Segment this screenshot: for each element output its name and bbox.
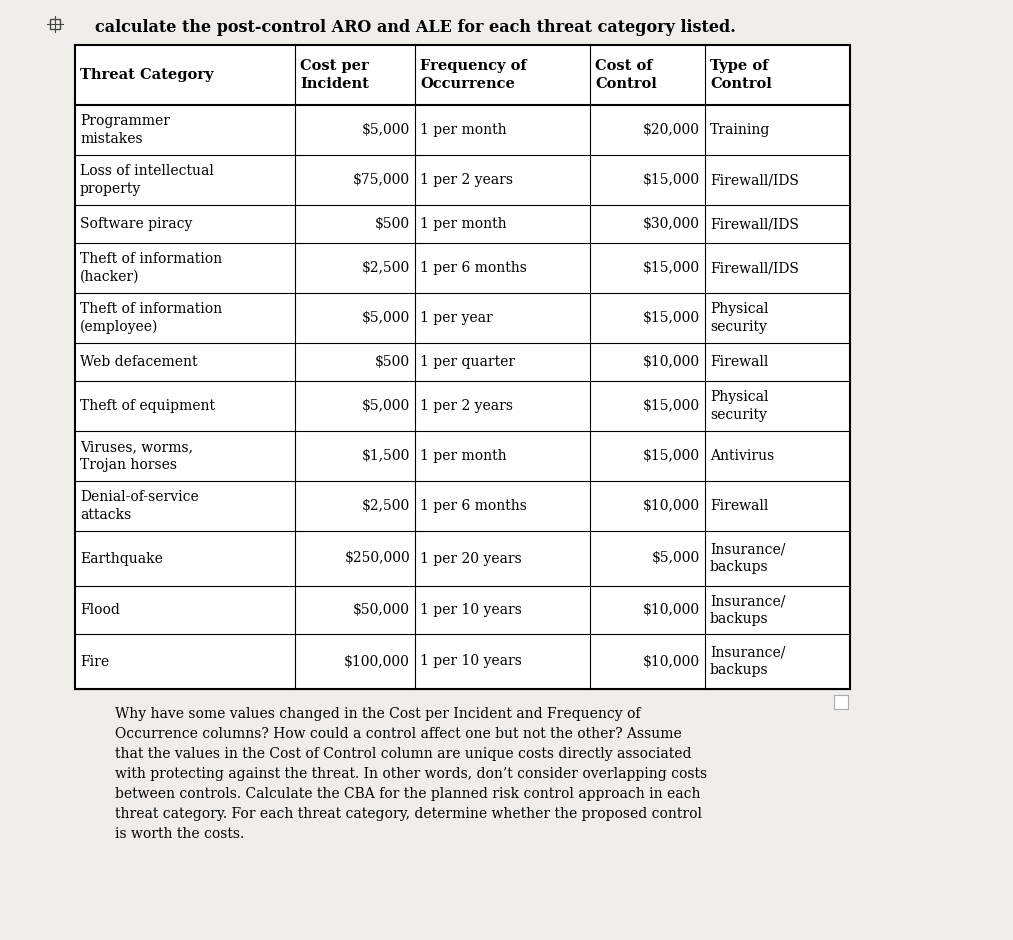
Text: Firewall: Firewall (710, 355, 769, 369)
Text: Fire: Fire (80, 654, 109, 668)
Text: 1 per 6 months: 1 per 6 months (420, 261, 527, 275)
Text: Theft of information
(hacker): Theft of information (hacker) (80, 252, 222, 284)
Text: Firewall/IDS: Firewall/IDS (710, 217, 799, 231)
Bar (834, 695, 848, 709)
Text: Software piracy: Software piracy (80, 217, 192, 231)
Text: $2,500: $2,500 (362, 261, 410, 275)
Text: 1 per month: 1 per month (420, 123, 506, 137)
Text: 1 per year: 1 per year (420, 311, 492, 325)
Text: Firewall/IDS: Firewall/IDS (710, 261, 799, 275)
Text: Antivirus: Antivirus (710, 449, 774, 463)
Text: $10,000: $10,000 (643, 499, 700, 513)
Text: Insurance/
backups: Insurance/ backups (710, 594, 785, 626)
Text: $500: $500 (375, 355, 410, 369)
Bar (75, 45, 850, 689)
Text: 1 per quarter: 1 per quarter (420, 355, 516, 369)
Text: Firewall: Firewall (710, 499, 769, 513)
Text: Web defacement: Web defacement (80, 355, 198, 369)
Text: $250,000: $250,000 (344, 552, 410, 566)
Text: Theft of equipment: Theft of equipment (80, 399, 215, 413)
Text: Frequency of
Occurrence: Frequency of Occurrence (420, 59, 527, 91)
Text: $5,000: $5,000 (362, 123, 410, 137)
Text: Insurance/
backups: Insurance/ backups (710, 543, 785, 574)
Text: Earthquake: Earthquake (80, 552, 163, 566)
Text: $500: $500 (375, 217, 410, 231)
Text: $10,000: $10,000 (643, 654, 700, 668)
Text: Why have some values changed in the Cost per Incident and Frequency of
Occurrenc: Why have some values changed in the Cost… (115, 707, 707, 841)
Bar (50, 19, 60, 29)
Text: calculate the post-control ARO and ALE for each threat category listed.: calculate the post-control ARO and ALE f… (95, 19, 735, 36)
Text: $15,000: $15,000 (643, 449, 700, 463)
Text: Threat Category: Threat Category (80, 68, 214, 82)
Text: 1 per 20 years: 1 per 20 years (420, 552, 522, 566)
Text: Cost per
Incident: Cost per Incident (300, 59, 369, 91)
Text: Programmer
mistakes: Programmer mistakes (80, 115, 170, 146)
Text: $5,000: $5,000 (362, 399, 410, 413)
Text: 1 per 2 years: 1 per 2 years (420, 173, 513, 187)
Text: 1 per month: 1 per month (420, 217, 506, 231)
Text: 1 per 10 years: 1 per 10 years (420, 654, 522, 668)
Text: Type of
Control: Type of Control (710, 59, 772, 91)
Text: $5,000: $5,000 (651, 552, 700, 566)
Text: Cost of
Control: Cost of Control (595, 59, 656, 91)
Text: 1 per 2 years: 1 per 2 years (420, 399, 513, 413)
Text: Physical
security: Physical security (710, 390, 769, 422)
Text: $10,000: $10,000 (643, 603, 700, 617)
Text: $15,000: $15,000 (643, 261, 700, 275)
Text: $100,000: $100,000 (344, 654, 410, 668)
Text: Physical
security: Physical security (710, 303, 769, 334)
Text: 1 per 6 months: 1 per 6 months (420, 499, 527, 513)
Text: Insurance/
backups: Insurance/ backups (710, 646, 785, 677)
Text: Viruses, worms,
Trojan horses: Viruses, worms, Trojan horses (80, 440, 193, 472)
Text: $5,000: $5,000 (362, 311, 410, 325)
Text: Firewall/IDS: Firewall/IDS (710, 173, 799, 187)
Text: $15,000: $15,000 (643, 311, 700, 325)
Text: $2,500: $2,500 (362, 499, 410, 513)
Text: $30,000: $30,000 (643, 217, 700, 231)
Text: $75,000: $75,000 (353, 173, 410, 187)
Text: $10,000: $10,000 (643, 355, 700, 369)
Text: Training: Training (710, 123, 770, 137)
Text: Loss of intellectual
property: Loss of intellectual property (80, 164, 214, 196)
Text: Denial-of-service
attacks: Denial-of-service attacks (80, 491, 199, 522)
Text: 1 per 10 years: 1 per 10 years (420, 603, 522, 617)
Text: $20,000: $20,000 (643, 123, 700, 137)
Text: $50,000: $50,000 (353, 603, 410, 617)
Text: $15,000: $15,000 (643, 399, 700, 413)
Text: 1 per month: 1 per month (420, 449, 506, 463)
Text: Flood: Flood (80, 603, 120, 617)
Text: Theft of information
(employee): Theft of information (employee) (80, 302, 222, 334)
Text: $15,000: $15,000 (643, 173, 700, 187)
Text: $1,500: $1,500 (362, 449, 410, 463)
